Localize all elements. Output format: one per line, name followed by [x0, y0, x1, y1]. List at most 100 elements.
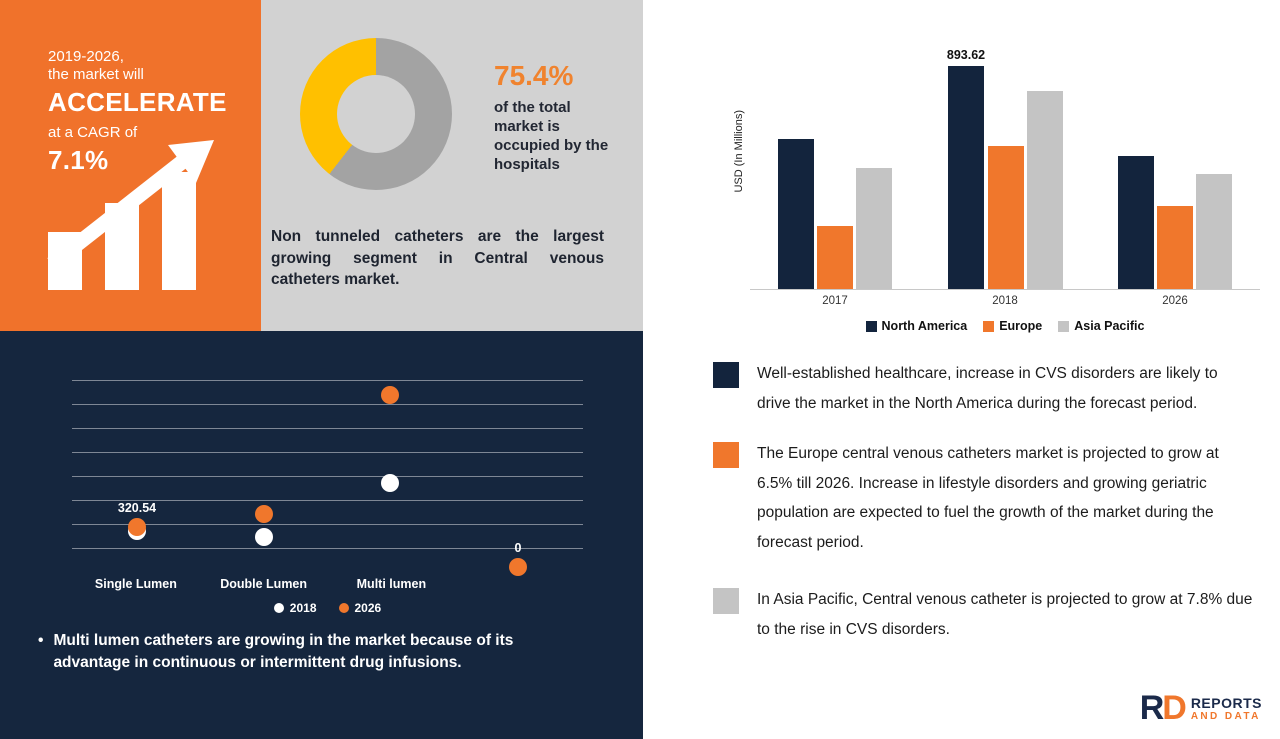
legend-swatch-icon	[1058, 320, 1070, 332]
category-label-empty	[455, 577, 583, 591]
dot-2026-multi-lumen	[381, 386, 399, 404]
gridline	[72, 524, 583, 525]
insight-swatch-asia-pacific	[713, 588, 739, 614]
bar-rect	[1027, 91, 1064, 289]
category-label-double-lumen: Double Lumen	[220, 577, 308, 591]
hospitals-panel: 75.4% of the total market is occupied by…	[261, 0, 643, 331]
x-tick-2018: 2018	[992, 295, 1018, 307]
gridline	[72, 548, 583, 549]
segment-note: Non tunneled catheters are the largest g…	[271, 228, 604, 288]
legend-label: North America	[881, 319, 968, 333]
bar-chart-legend: North America Europe Asia Pacific	[750, 319, 1260, 333]
cagr-text-block: 2019-2026, the market will ACCELERATE at…	[48, 48, 227, 175]
bar-group-2017	[750, 139, 920, 289]
insight-europe-text: The Europe central venous catheters mark…	[757, 445, 1219, 551]
dot-2018-double-lumen	[255, 528, 273, 546]
insight-europe: The Europe central venous catheters mark…	[713, 442, 1255, 557]
x-tick-2017: 2017	[822, 295, 848, 307]
insight-asia-pacific: In Asia Pacific, Central venous catheter…	[713, 588, 1255, 644]
dot-2026-double-lumen	[255, 505, 273, 523]
gridline	[72, 452, 583, 453]
bar-2018-north-america: 893.62	[947, 48, 985, 289]
bar-2026-north-america	[1118, 156, 1154, 289]
dot-value-label: 320.54	[117, 501, 157, 515]
cagr-line2: the market will	[48, 66, 144, 83]
bar-value-label: 893.62	[946, 48, 986, 62]
legend-2026-label: 2026	[354, 601, 382, 615]
cagr-panel: 2019-2026, the market will ACCELERATE at…	[0, 0, 261, 331]
insight-swatch-north-america	[713, 362, 739, 388]
category-label-single-lumen: Single Lumen	[94, 577, 177, 591]
dot-2026-extra	[509, 558, 527, 576]
legend-label: Asia Pacific	[1074, 319, 1145, 333]
insight-north-america-text: Well-established healthcare, increase in…	[757, 365, 1218, 412]
legend-2018-label: 2018	[289, 601, 317, 615]
bar-2018-asia-pacific	[1027, 91, 1064, 289]
hospital-share-caption: of the total market is occupied by the h…	[494, 99, 609, 173]
growth-arrow-icon	[47, 140, 214, 290]
bar-rect	[1118, 156, 1154, 289]
bar-rect	[817, 226, 853, 289]
gridline	[72, 476, 583, 477]
bar-rect	[1157, 206, 1193, 289]
legend-item-asia-pacific: Asia Pacific	[1058, 319, 1144, 333]
legend-2018-dot-icon	[273, 603, 284, 613]
lumen-note: Multi lumen catheters are growing in the…	[38, 630, 572, 673]
gridline	[72, 500, 583, 501]
regional-bar-chart: 893.62	[750, 40, 1260, 290]
legend-2026-dot-icon	[338, 603, 349, 613]
bar-2017-europe	[817, 226, 853, 289]
reports-and-data-logo: RD REPORTS AND DATA	[1140, 691, 1262, 725]
bar-rect	[1196, 174, 1232, 289]
legend-label: Europe	[999, 319, 1043, 333]
regional-panel: USD (In Millions) 893.62 2017 2018 2026 No…	[643, 0, 1280, 739]
logo-anddata: AND DATA	[1190, 710, 1261, 722]
bar-group-2018: 893.62	[920, 48, 1090, 289]
dot-value-label: 0	[514, 541, 522, 555]
bar-rect	[856, 168, 892, 289]
dot-2026-single-lumen	[128, 518, 146, 536]
gridline	[72, 428, 583, 429]
logo-reports: REPORTS	[1190, 694, 1262, 711]
legend-item-north-america: North America	[865, 319, 968, 333]
bar-rect	[988, 146, 1025, 289]
logo-text: REPORTS AND DATA	[1191, 695, 1262, 722]
lumen-legend: 2018 2026	[72, 601, 583, 615]
bar-2018-europe	[988, 146, 1025, 289]
cagr-line4: at a CAGR of	[48, 124, 138, 141]
hospital-share-block: 75.4% of the total market is occupied by…	[494, 60, 610, 174]
bar-2026-europe	[1157, 206, 1193, 289]
lumen-note-text: Multi lumen catheters are growing in the…	[53, 632, 514, 671]
bar-chart-y-axis-label: USD (In Millions)	[733, 110, 745, 193]
hospital-share-stat: 75.4%	[494, 60, 574, 91]
bar-group-2026	[1090, 156, 1260, 289]
lumen-panel: 320.54 0 Single Lumen Double Lumen Multi lu…	[0, 331, 643, 739]
legend-item-2018: 2018	[273, 601, 317, 615]
logo-mark-d: D	[1162, 689, 1187, 727]
legend-item-europe: Europe	[983, 319, 1042, 333]
legend-swatch-icon	[983, 320, 995, 332]
bar-2017-north-america	[778, 139, 814, 289]
bar-2026-asia-pacific	[1196, 174, 1232, 289]
bar-rect	[778, 139, 814, 289]
x-tick-2026: 2026	[1162, 295, 1188, 307]
insight-asia-pacific-text: In Asia Pacific, Central venous catheter…	[757, 591, 1253, 638]
category-label-multi-lumen: Multi lumen	[356, 577, 427, 591]
gridline	[72, 380, 583, 381]
logo-mark: RD	[1139, 689, 1187, 727]
lumen-category-labels: Single Lumen Double Lumen Multi lumen	[72, 577, 583, 591]
logo-mark-r: R	[1139, 689, 1165, 727]
cagr-accelerate: ACCELERATE	[48, 87, 227, 117]
bar-2017-asia-pacific	[856, 168, 892, 289]
insight-swatch-europe	[713, 442, 739, 468]
donut-chart	[300, 38, 452, 190]
cagr-value: 7.1%	[48, 145, 109, 175]
dot-2018-multi-lumen	[381, 474, 399, 492]
lumen-dot-chart: 320.54 0	[72, 380, 583, 576]
bar-rect	[947, 66, 984, 289]
legend-swatch-icon	[865, 320, 877, 332]
cagr-period: 2019-2026,	[48, 48, 124, 65]
gridline	[72, 404, 583, 405]
bar-chart-x-ticks: 2017 2018 2026	[750, 295, 1260, 307]
